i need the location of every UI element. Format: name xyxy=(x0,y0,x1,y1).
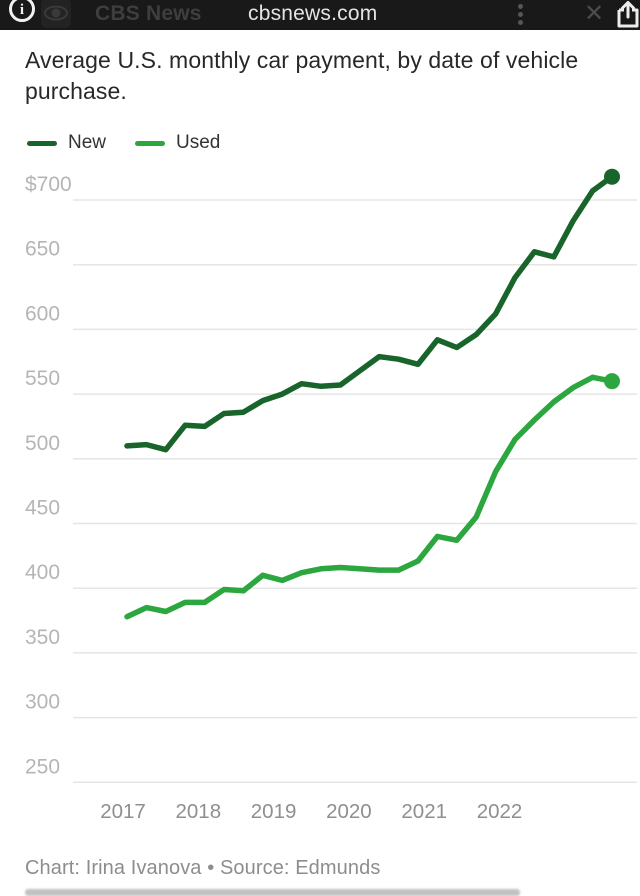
chart-caption: Chart: Irina Ivanova • Source: Edmunds xyxy=(25,857,381,879)
svg-text:2019: 2019 xyxy=(251,800,297,823)
svg-text:400: 400 xyxy=(25,561,60,584)
share-icon[interactable] xyxy=(611,1,640,30)
svg-text:650: 650 xyxy=(25,238,60,261)
cbs-eye-logo-icon xyxy=(41,0,71,30)
browser-header: i CBS News cbsnews.com ✕ xyxy=(0,0,640,30)
legend-swatch-new xyxy=(27,140,57,146)
svg-text:550: 550 xyxy=(25,367,60,390)
legend-swatch-used xyxy=(135,140,166,146)
url-text: cbsnews.com xyxy=(248,2,378,25)
legend-label-used: Used xyxy=(176,132,221,153)
svg-text:2022: 2022 xyxy=(477,800,523,823)
close-icon[interactable]: ✕ xyxy=(584,0,605,27)
payment-chart-svg: $700 650 600 550 500 450 400 350 300 250 2017 2018 2… xyxy=(25,168,637,823)
legend-label-new: New xyxy=(68,132,107,153)
chart-area: $700 650 600 550 500 450 400 350 300 250 2017 2018 2… xyxy=(0,158,640,855)
svg-text:450: 450 xyxy=(25,497,60,520)
legend-item-new: New xyxy=(27,132,106,154)
chart-title: Average U.S. monthly car payment, by dat… xyxy=(25,47,579,104)
svg-text:2021: 2021 xyxy=(401,800,447,823)
svg-text:500: 500 xyxy=(25,432,60,455)
svg-text:300: 300 xyxy=(25,691,60,714)
svg-text:$700: $700 xyxy=(25,173,72,196)
kebab-menu-icon[interactable] xyxy=(518,4,524,28)
svg-text:2018: 2018 xyxy=(175,800,221,823)
svg-text:350: 350 xyxy=(25,626,60,649)
svg-text:250: 250 xyxy=(25,755,60,778)
svg-text:2020: 2020 xyxy=(326,800,372,823)
site-name: CBS News xyxy=(95,2,202,25)
svg-text:2017: 2017 xyxy=(100,800,146,823)
legend-item-used: Used xyxy=(135,132,220,154)
svg-text:600: 600 xyxy=(25,302,60,325)
info-icon[interactable]: i xyxy=(9,0,35,22)
chart-legend: New Used xyxy=(27,132,640,154)
